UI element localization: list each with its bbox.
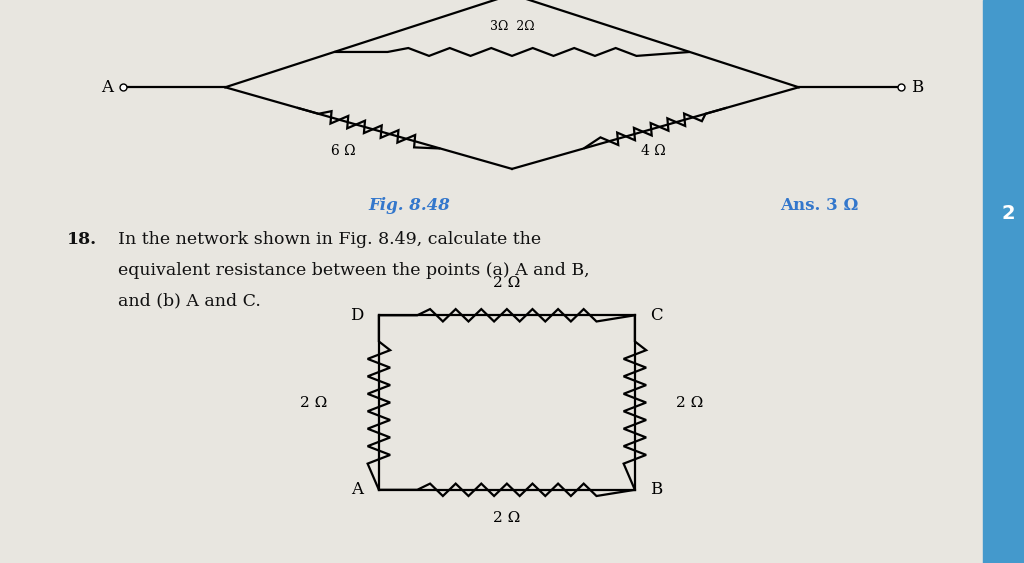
Text: B: B bbox=[650, 481, 663, 498]
Text: C: C bbox=[650, 307, 663, 324]
Text: 2 Ω: 2 Ω bbox=[494, 511, 520, 525]
Text: 18.: 18. bbox=[67, 231, 96, 248]
Text: D: D bbox=[350, 307, 364, 324]
Text: A: A bbox=[100, 79, 113, 96]
Text: Fig. 8.48: Fig. 8.48 bbox=[369, 197, 451, 214]
Text: B: B bbox=[911, 79, 924, 96]
Text: 6 Ω: 6 Ω bbox=[331, 144, 355, 158]
Text: Ans. 3 Ω: Ans. 3 Ω bbox=[780, 197, 858, 214]
Text: equivalent resistance between the points (a) A and B,: equivalent resistance between the points… bbox=[118, 262, 590, 279]
Text: 2 Ω: 2 Ω bbox=[676, 396, 703, 409]
Text: and (b) A and C.: and (b) A and C. bbox=[118, 293, 261, 310]
Text: In the network shown in Fig. 8.49, calculate the: In the network shown in Fig. 8.49, calcu… bbox=[118, 231, 541, 248]
Text: 2 Ω: 2 Ω bbox=[494, 276, 520, 290]
Text: 3Ω  2Ω: 3Ω 2Ω bbox=[489, 20, 535, 33]
Bar bbox=[983, 0, 1024, 563]
Text: 4 Ω: 4 Ω bbox=[641, 144, 666, 158]
Text: 2 Ω: 2 Ω bbox=[300, 396, 328, 409]
Text: A: A bbox=[351, 481, 364, 498]
Text: 2: 2 bbox=[1001, 204, 1016, 224]
